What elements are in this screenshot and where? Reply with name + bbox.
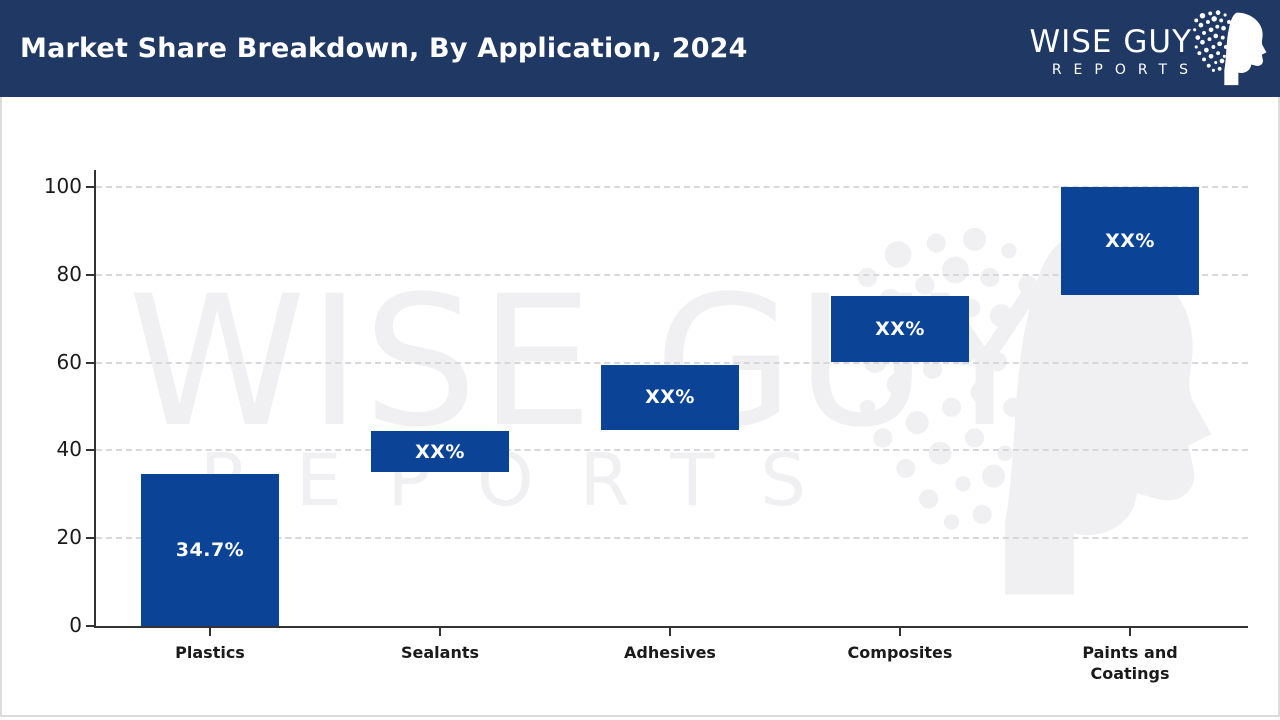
bar-plastics: 34.7%	[141, 473, 279, 626]
bar-value-label: XX%	[415, 440, 465, 463]
x-tick-label-line: Plastics	[175, 643, 245, 662]
x-tick-mark	[899, 628, 901, 636]
app-header: Market Share Breakdown, By Application, …	[0, 0, 1280, 97]
x-tick-label-line: Coatings	[1090, 664, 1170, 683]
watermark-face-icon	[782, 224, 1274, 606]
y-tick-label: 60	[56, 349, 82, 374]
x-tick-label-line: Sealants	[400, 643, 479, 662]
x-tick-label-paints-and-coatings: Paints and Coatings	[1015, 642, 1245, 684]
brand-logo: WISE GUY REPORTS	[1010, 0, 1270, 97]
bar-composites: XX%	[831, 296, 969, 362]
brand-sub: REPORTS	[1051, 62, 1200, 78]
y-tick-label: 40	[56, 437, 82, 462]
bar-value-label: XX%	[875, 318, 925, 340]
y-axis-spine	[94, 170, 96, 628]
y-tick-label: 80	[56, 261, 82, 286]
x-tick-label-sealants: Sealants	[325, 642, 555, 663]
y-tick-mark	[86, 273, 94, 276]
x-tick-mark	[209, 628, 211, 636]
bar-adhesives: XX%	[601, 365, 739, 430]
bar-value-label: 34.7%	[175, 538, 245, 561]
x-tick-label-line: Adhesives	[624, 643, 716, 662]
x-axis-spine	[94, 626, 1248, 628]
gridline	[96, 449, 1248, 452]
y-tick-mark	[86, 361, 94, 364]
bar-paints-and-coatings: XX%	[1061, 187, 1199, 296]
x-tick-label-plastics: Plastics	[95, 642, 325, 663]
page-title: Market Share Breakdown, By Application, …	[20, 33, 748, 64]
bar-sealants: XX%	[371, 431, 509, 473]
y-tick-mark	[86, 186, 94, 188]
gridline	[96, 361, 1248, 364]
gridline	[96, 273, 1248, 276]
brand-wordmark: WISE GUY	[1029, 24, 1192, 60]
gridline	[96, 537, 1248, 540]
x-tick-mark	[1129, 628, 1131, 636]
x-tick-mark	[669, 628, 671, 636]
wiseguy-face-icon	[1190, 4, 1268, 93]
y-tick-mark	[86, 537, 94, 540]
x-tick-label-line: Paints and	[1082, 643, 1178, 662]
y-tick-label: 0	[69, 613, 82, 637]
y-tick-label: 20	[56, 525, 82, 550]
x-tick-label-adhesives: Adhesives	[555, 642, 785, 663]
gridline	[96, 186, 1248, 188]
bar-value-label: XX%	[645, 386, 695, 409]
x-tick-mark	[439, 628, 441, 636]
bar-value-label: XX%	[1105, 230, 1155, 253]
y-tick-label: 100	[43, 174, 82, 198]
y-tick-mark	[86, 449, 94, 452]
x-tick-label-composites: Composites	[785, 642, 1015, 663]
y-tick-mark	[86, 625, 94, 627]
x-tick-label-line: Composites	[847, 643, 953, 662]
